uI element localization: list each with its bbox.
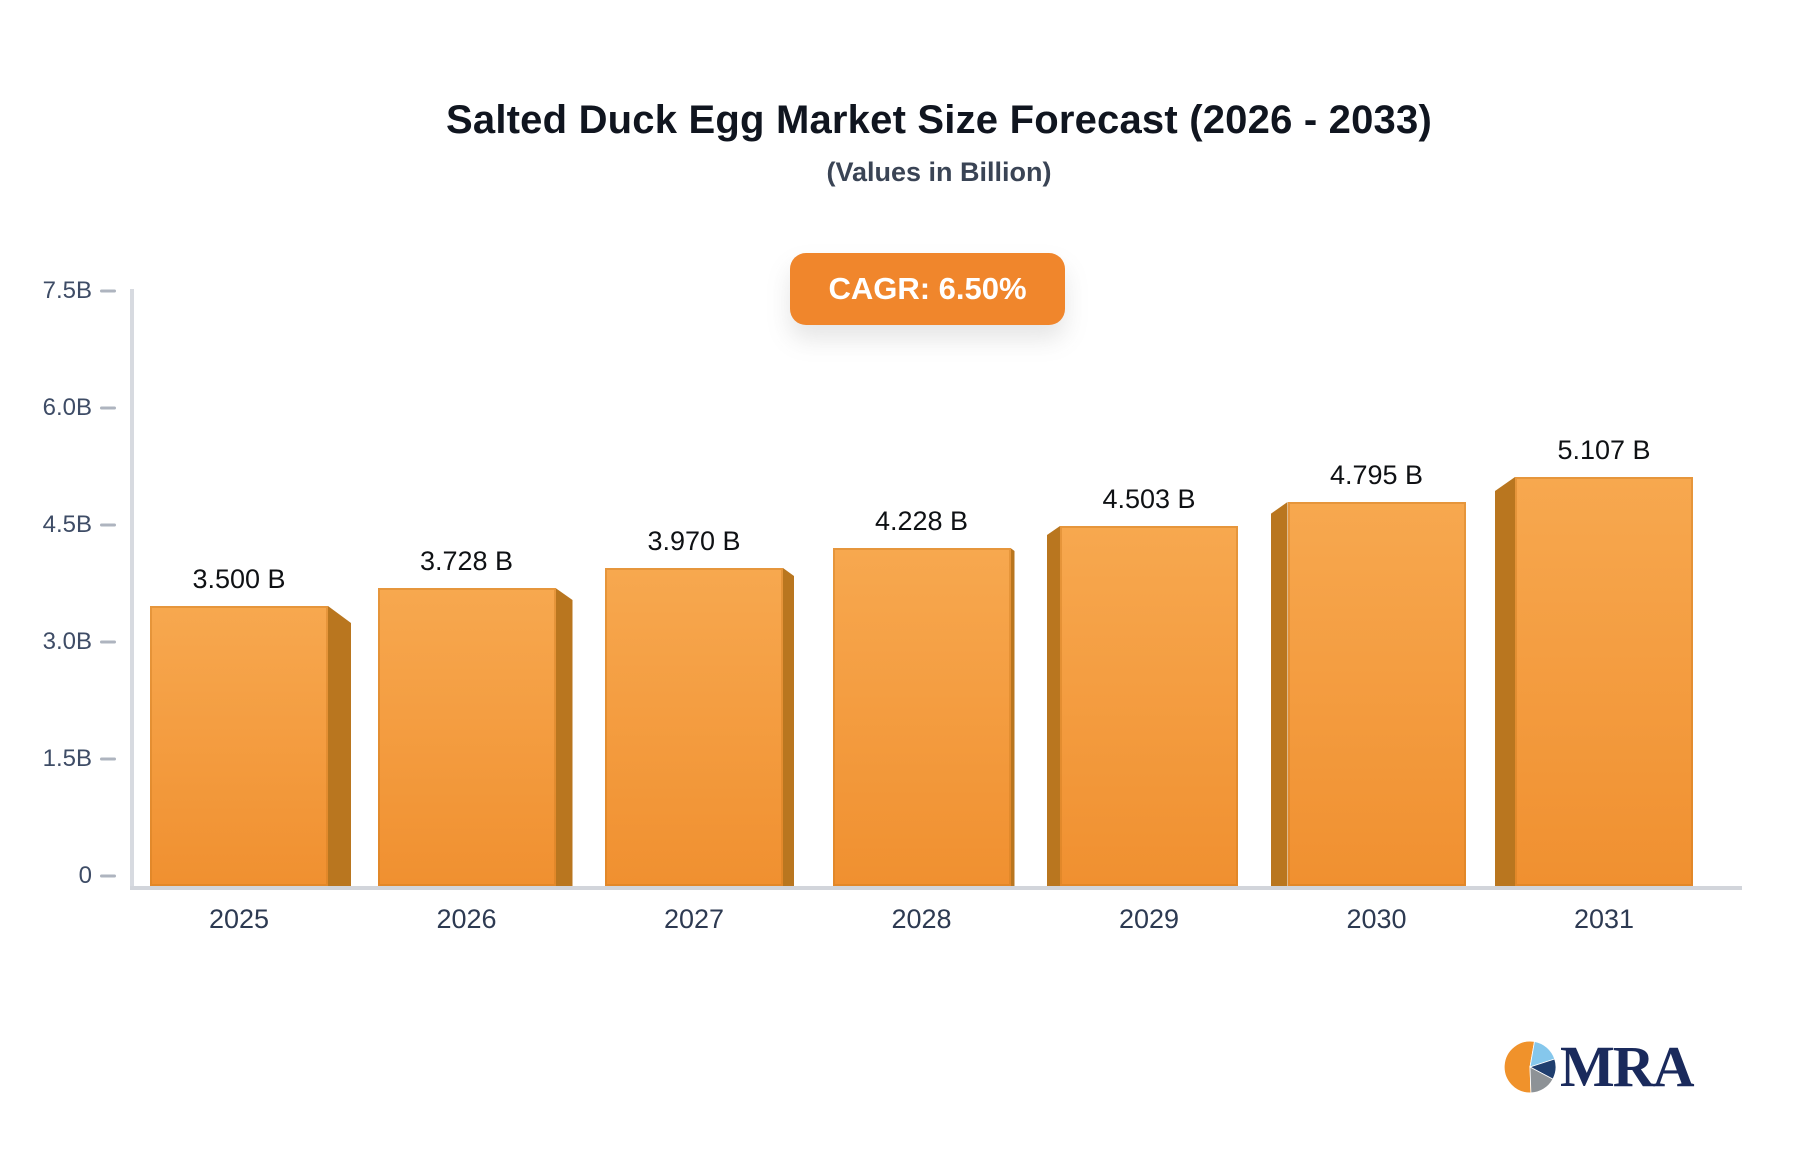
bar-value-label: 4.503 B bbox=[1102, 484, 1196, 514]
y-tick-label: 3.0B bbox=[42, 628, 92, 655]
x-axis-line bbox=[130, 886, 1742, 890]
logo-text: MRA bbox=[1560, 1034, 1695, 1099]
bar-value-label: 5.107 B bbox=[1557, 435, 1651, 465]
y-tick-label: 6.0B bbox=[42, 394, 92, 421]
x-category-label: 2028 bbox=[891, 904, 952, 934]
bar-side-face bbox=[1010, 548, 1015, 886]
y-tick-mark bbox=[100, 874, 116, 878]
bar bbox=[832, 548, 1011, 886]
chart-header: Salted Duck Egg Market Size Forecast (20… bbox=[78, 0, 1800, 188]
x-category-label: 2026 bbox=[436, 904, 497, 934]
bar-value-label: 3.970 B bbox=[647, 526, 741, 556]
y-tick-label: 1.5B bbox=[42, 745, 92, 772]
logo-pie-slice-gray bbox=[1529, 1066, 1554, 1094]
bar-side-face bbox=[783, 568, 794, 886]
y-tick-mark bbox=[100, 640, 116, 644]
bar bbox=[377, 588, 556, 886]
y-tick-mark bbox=[100, 757, 116, 761]
y-tick-label: 0 bbox=[78, 862, 92, 889]
bar bbox=[1515, 477, 1693, 886]
bar-value-label: 3.728 B bbox=[419, 546, 514, 576]
x-category-label: 2031 bbox=[1573, 904, 1635, 934]
bar-side-face bbox=[555, 588, 573, 886]
cagr-badge-label: CAGR: 6.50% bbox=[828, 271, 1027, 306]
x-category-label: 2025 bbox=[208, 904, 270, 934]
x-category-label: 2030 bbox=[1346, 904, 1407, 934]
cagr-badge: CAGR: 6.50% bbox=[790, 253, 1065, 325]
y-tick-mark bbox=[100, 406, 116, 410]
bar-side-face bbox=[1270, 502, 1288, 886]
y-tick-mark bbox=[100, 523, 116, 527]
bar bbox=[150, 606, 328, 886]
y-tick-label: 4.5B bbox=[42, 511, 92, 538]
bar bbox=[1060, 526, 1238, 886]
x-category-label: 2027 bbox=[663, 904, 725, 934]
logo-pie-slice-orange bbox=[1503, 1040, 1535, 1094]
bar-value-label: 4.795 B bbox=[1329, 460, 1424, 490]
y-tick-label: 7.5B bbox=[42, 277, 92, 304]
bar bbox=[605, 568, 783, 886]
bar-side-face bbox=[328, 606, 351, 886]
bar-side-face bbox=[1495, 477, 1515, 886]
bar-side-face bbox=[1047, 526, 1060, 886]
y-tick-mark bbox=[100, 289, 116, 293]
y-axis-line bbox=[130, 289, 134, 890]
bar-value-label: 4.228 B bbox=[874, 506, 969, 536]
chart-title: Salted Duck Egg Market Size Forecast (20… bbox=[446, 98, 1432, 142]
chart-subtitle: (Values in Billion) bbox=[826, 157, 1052, 187]
x-category-label: 2029 bbox=[1118, 904, 1180, 934]
brand-logo: MRA bbox=[1503, 1034, 1695, 1099]
bar-value-label: 3.500 B bbox=[192, 564, 286, 594]
bar bbox=[1287, 502, 1466, 886]
logo-pie-icon bbox=[1503, 1040, 1557, 1094]
